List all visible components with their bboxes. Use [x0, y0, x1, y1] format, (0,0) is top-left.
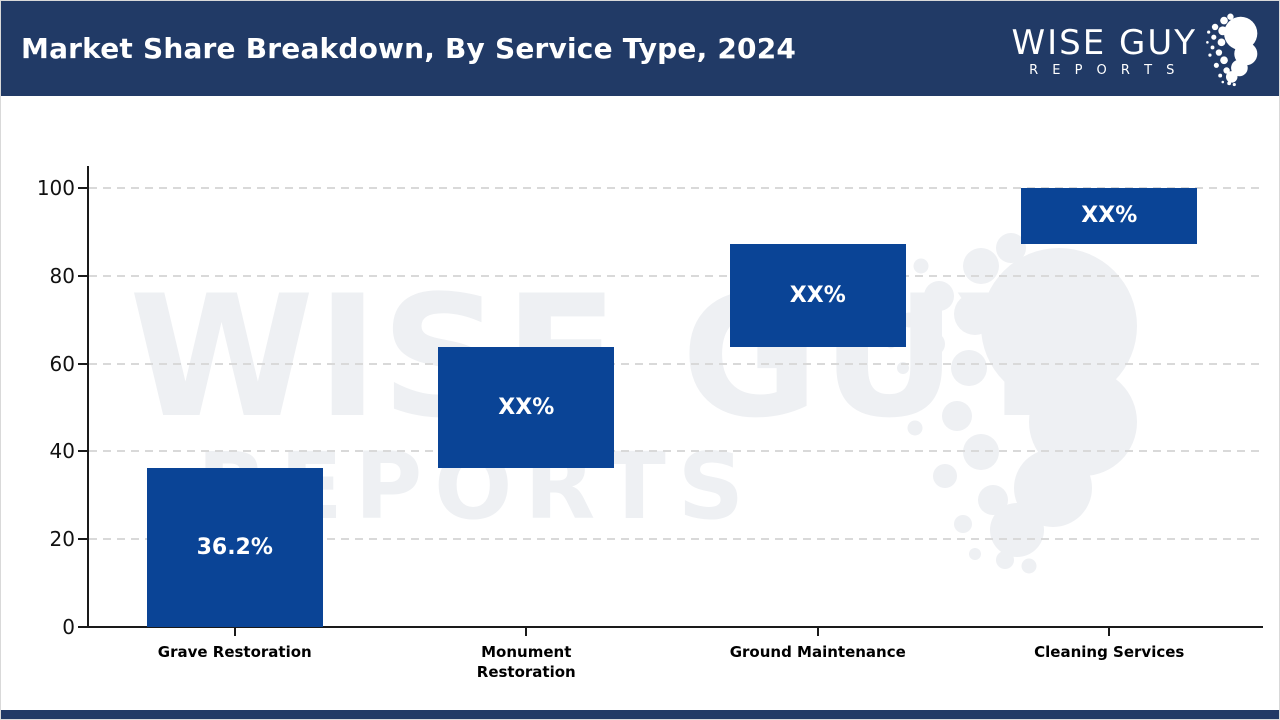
x-tick-0: [233, 628, 236, 636]
y-tick-label-60: 60: [49, 351, 75, 376]
y-axis-spine: [87, 166, 89, 628]
x-category-label-0: Grave Restoration: [157, 643, 312, 661]
footer-bar: [1, 710, 1279, 719]
x-category-label-1: Monument Restoration: [476, 643, 576, 682]
y-tick-60: [78, 362, 88, 365]
gridline-100: [89, 187, 1263, 189]
y-tick-40: [78, 450, 88, 453]
y-tick-20: [78, 538, 88, 541]
y-tick-0: [78, 626, 88, 628]
bar-1: [438, 346, 615, 469]
bar-value-label-3: XX%: [1081, 203, 1138, 229]
x-category-label-2: Ground Maintenance: [729, 643, 906, 661]
y-tick-80: [78, 274, 88, 277]
bar-value-label-1: XX%: [498, 394, 555, 420]
bar-0: [146, 468, 323, 627]
y-tick-100: [78, 187, 88, 189]
bar-value-label-2: XX%: [789, 282, 846, 308]
page-title: Market Share Breakdown, By Service Type,…: [21, 32, 797, 65]
x-tick-1: [525, 628, 528, 636]
y-tick-label-0: 0: [62, 615, 75, 639]
bar-value-label-0: 36.2%: [196, 534, 273, 560]
bar-2: [729, 244, 906, 347]
logo-text: WISE GUY R E P O R T S: [1011, 22, 1197, 79]
y-tick-label-20: 20: [49, 527, 75, 552]
wise-guy-logo: WISE GUY R E P O R T S: [1011, 11, 1265, 93]
gridline-60: [89, 362, 1263, 365]
x-axis-line: [87, 626, 1263, 628]
x-category-label-3: Cleaning Services: [1034, 643, 1185, 661]
gridline-80: [89, 274, 1263, 277]
y-tick-label-100: 100: [36, 176, 75, 200]
y-tick-label-80: 80: [49, 263, 75, 288]
header-bar: Market Share Breakdown, By Service Type,…: [1, 1, 1279, 96]
gridline-40: [89, 450, 1263, 453]
logo-sub: R E P O R T S: [1029, 63, 1180, 79]
x-tick-2: [816, 628, 819, 636]
gridline-20: [89, 538, 1263, 541]
dotted-head-logo-icon: [1201, 11, 1265, 93]
bar-3: [1021, 188, 1198, 245]
y-tick-label-40: 40: [49, 439, 75, 464]
x-tick-3: [1108, 628, 1111, 636]
logo-wordmark: WISE GUY: [1011, 22, 1197, 63]
